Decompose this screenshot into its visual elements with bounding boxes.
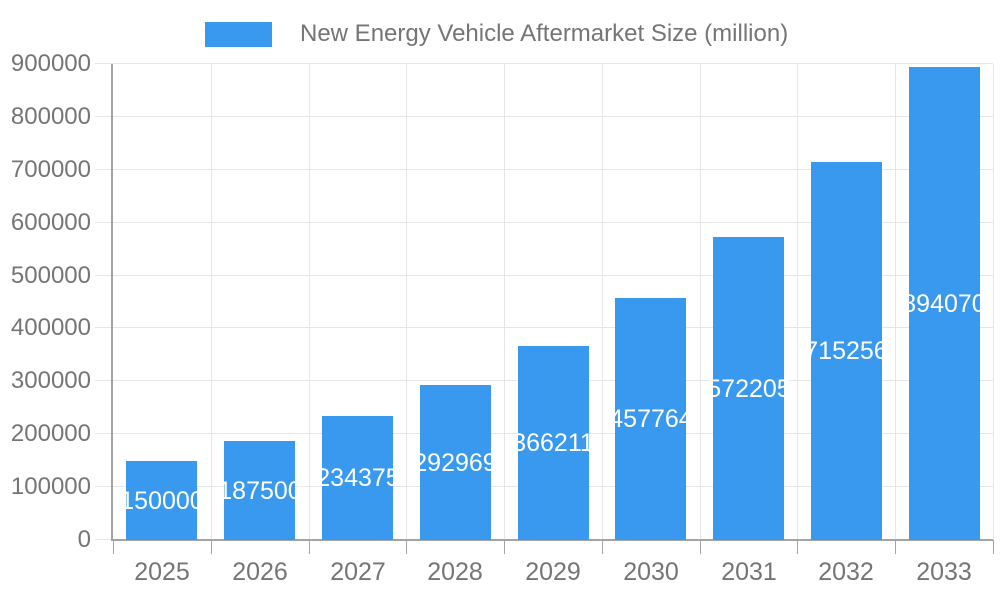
- y-tick-label: 500000: [10, 262, 91, 289]
- x-tick: [406, 540, 407, 554]
- h-gridline: [95, 116, 993, 117]
- y-tick-label: 900000: [10, 50, 91, 77]
- x-tick-label: 2031: [721, 558, 777, 586]
- v-gridline: [993, 64, 994, 540]
- x-tick-label: 2025: [134, 558, 190, 586]
- bar: [518, 346, 589, 540]
- y-tick-label: 100000: [10, 473, 91, 500]
- x-tick-label: 2026: [232, 558, 288, 586]
- bar: [713, 237, 784, 540]
- y-tick-label: 800000: [10, 103, 91, 130]
- x-tick: [113, 540, 114, 554]
- y-axis-line: [111, 64, 113, 540]
- y-tick-label: 200000: [10, 420, 91, 447]
- y-tick-label: 600000: [10, 209, 91, 236]
- x-tick: [993, 540, 994, 554]
- x-tick: [504, 540, 505, 554]
- bar: [322, 416, 393, 540]
- bar: [224, 441, 295, 540]
- bar: [126, 461, 197, 540]
- v-gridline: [406, 64, 407, 540]
- y-tick-label: 400000: [10, 314, 91, 341]
- x-tick: [700, 540, 701, 554]
- x-tick-label: 2029: [525, 558, 581, 586]
- legend[interactable]: New Energy Vehicle Aftermarket Size (mil…: [205, 20, 788, 48]
- h-gridline: [95, 63, 993, 64]
- x-tick-label: 2028: [427, 558, 483, 586]
- v-gridline: [700, 64, 701, 540]
- h-gridline: [95, 275, 993, 276]
- y-tick-label: 300000: [10, 367, 91, 394]
- h-gridline: [95, 327, 993, 328]
- v-gridline: [309, 64, 310, 540]
- v-gridline: [895, 64, 896, 540]
- bar: [615, 298, 686, 540]
- x-tick-label: 2033: [916, 558, 972, 586]
- v-gridline: [504, 64, 505, 540]
- bar: [909, 67, 980, 540]
- v-gridline: [211, 64, 212, 540]
- x-tick: [895, 540, 896, 554]
- x-tick: [211, 540, 212, 554]
- h-gridline: [95, 222, 993, 223]
- bar: [811, 162, 882, 540]
- y-tick-label: 0: [77, 526, 91, 553]
- bar: [420, 385, 491, 540]
- v-gridline: [602, 64, 603, 540]
- x-tick-label: 2030: [623, 558, 679, 586]
- legend-label: New Energy Vehicle Aftermarket Size (mil…: [300, 20, 789, 47]
- x-tick: [309, 540, 310, 554]
- v-gridline: [797, 64, 798, 540]
- x-tick-label: 2027: [330, 558, 386, 586]
- x-tick-label: 2032: [818, 558, 874, 586]
- y-tick-label: 700000: [10, 156, 91, 183]
- x-tick: [602, 540, 603, 554]
- legend-swatch-icon: [205, 21, 272, 47]
- x-tick: [797, 540, 798, 554]
- x-axis-line: [111, 539, 993, 541]
- h-gridline: [95, 169, 993, 170]
